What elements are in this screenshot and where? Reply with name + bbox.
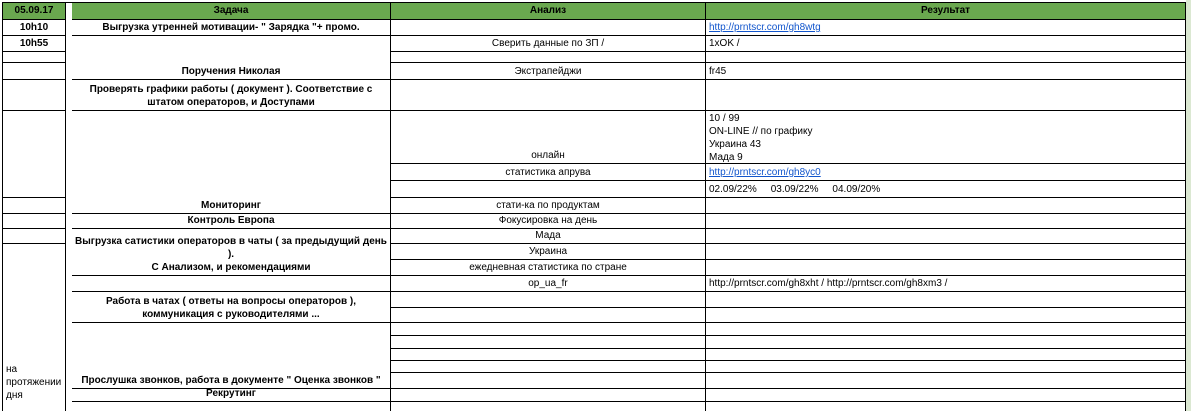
time-empty-r4[interactable] bbox=[3, 63, 66, 80]
result-link-gh8wtg[interactable]: http://prntscr.com/gh8wtg bbox=[706, 20, 1186, 36]
result-empty-r3[interactable] bbox=[706, 52, 1186, 63]
result-approval-percentages[interactable]: 02.09/22% 03.09/22% 04.09/20% bbox=[706, 181, 1186, 198]
task-chat-stats-upload[interactable]: Выгрузка сатистики операторов в чаты ( з… bbox=[72, 229, 391, 276]
analysis-day-focus[interactable]: Фокусировка на день bbox=[391, 214, 706, 229]
analysis-empty-r22[interactable] bbox=[391, 389, 706, 402]
result-empty-r9[interactable] bbox=[706, 198, 1186, 214]
analysis-mada[interactable]: Мада bbox=[391, 229, 706, 244]
result-empty-r22[interactable] bbox=[706, 389, 1186, 402]
analysis-empty-r8[interactable] bbox=[391, 181, 706, 198]
time-empty-r11[interactable] bbox=[3, 229, 66, 244]
task-control-europe[interactable]: Контроль Европа bbox=[72, 214, 391, 229]
result-empty-r23[interactable] bbox=[706, 402, 1186, 411]
column-header-analysis[interactable]: Анализ bbox=[391, 3, 706, 20]
task-call-listening[interactable]: Прослушка звонков, работа в документе " … bbox=[72, 323, 391, 389]
date-header-cell[interactable]: 05.09.17 bbox=[3, 3, 66, 20]
time-slot-1[interactable]: 9h45 - 10h10 bbox=[3, 20, 66, 36]
task-empty-r23[interactable] bbox=[72, 402, 391, 411]
analysis-empty-r20[interactable] bbox=[391, 361, 706, 373]
task-recruiting[interactable]: Рекрутинг bbox=[72, 389, 391, 402]
sheet-margin-strip bbox=[1186, 0, 1191, 411]
analysis-empty-r15[interactable] bbox=[391, 292, 706, 308]
task-monitoring[interactable]: Мониторинг bbox=[72, 111, 391, 214]
result-empty-r20[interactable] bbox=[706, 361, 1186, 373]
column-header-result[interactable]: Результат bbox=[706, 3, 1186, 20]
time-throughout-day[interactable]: на протяжении дня bbox=[3, 244, 66, 411]
time-empty-r9[interactable] bbox=[3, 198, 66, 214]
analysis-empty-r21[interactable] bbox=[391, 373, 706, 389]
result-empty-r13[interactable] bbox=[706, 260, 1186, 276]
result-empty-r18[interactable] bbox=[706, 336, 1186, 349]
time-slot-2[interactable]: 10h35 - 10h55 bbox=[3, 36, 66, 52]
analysis-product-stats[interactable]: стати-ка по продуктам bbox=[391, 198, 706, 214]
task-morning-motivation[interactable]: Выгрузка утренней мотивации- " Зарядка "… bbox=[72, 20, 391, 36]
result-empty-r10[interactable] bbox=[706, 214, 1186, 229]
analysis-empty-r17[interactable] bbox=[391, 323, 706, 336]
result-empty-r11[interactable] bbox=[706, 229, 1186, 244]
result-empty-r15[interactable] bbox=[706, 292, 1186, 308]
result-fr45[interactable]: fr45 bbox=[706, 63, 1186, 80]
analysis-ukraine[interactable]: Украина bbox=[391, 244, 706, 260]
result-1xok[interactable]: 1xOK / bbox=[706, 36, 1186, 52]
result-empty-r17[interactable] bbox=[706, 323, 1186, 336]
result-empty-r12[interactable] bbox=[706, 244, 1186, 260]
time-empty-r10[interactable] bbox=[3, 214, 66, 229]
analysis-empty-r5[interactable] bbox=[391, 80, 706, 111]
result-online-stats[interactable]: 10 / 99 ON-LINE // по графику Украина 43… bbox=[706, 111, 1186, 164]
analysis-empty-r18[interactable] bbox=[391, 336, 706, 349]
result-empty-r5[interactable] bbox=[706, 80, 1186, 111]
result-empty-r19[interactable] bbox=[706, 349, 1186, 361]
task-chat-work[interactable]: Работа в чатах ( ответы на вопросы опера… bbox=[72, 292, 391, 323]
result-link-gh8yc0[interactable]: http://prntscr.com/gh8yc0 bbox=[706, 164, 1186, 181]
result-empty-r21[interactable] bbox=[706, 373, 1186, 389]
analysis-empty-r16[interactable] bbox=[391, 308, 706, 323]
result-links-gh8xht-gh8xm3[interactable]: http://prntscr.com/gh8xht / http://prnts… bbox=[706, 276, 1186, 292]
analysis-online[interactable]: онлайн bbox=[391, 111, 706, 164]
time-empty-r6r8[interactable] bbox=[3, 111, 66, 198]
analysis-empty-r23[interactable] bbox=[391, 402, 706, 411]
analysis-zp-check[interactable]: Сверить данные по ЗП / bbox=[391, 36, 706, 52]
analysis-approval-stats[interactable]: статистика апрува bbox=[391, 164, 706, 181]
analysis-empty-r3[interactable] bbox=[391, 52, 706, 63]
time-empty-r5[interactable] bbox=[3, 80, 66, 111]
analysis-empty-r19[interactable] bbox=[391, 349, 706, 361]
analysis-empty-r1[interactable] bbox=[391, 20, 706, 36]
task-empty-r14[interactable] bbox=[72, 276, 391, 292]
time-empty-r3[interactable] bbox=[3, 52, 66, 63]
column-header-task[interactable]: Задача bbox=[72, 3, 391, 20]
analysis-op-ua-fr[interactable]: op_ua_fr bbox=[391, 276, 706, 292]
task-check-schedules[interactable]: Проверять графики работы ( документ ). С… bbox=[72, 80, 391, 111]
analysis-daily-country-stats[interactable]: ежедневная статистика по стране bbox=[391, 260, 706, 276]
analysis-extrapages[interactable]: Экстрапейджи bbox=[391, 63, 706, 80]
result-empty-r16[interactable] bbox=[706, 308, 1186, 323]
task-nikolay-errands[interactable]: Поручения Николая bbox=[72, 36, 391, 80]
